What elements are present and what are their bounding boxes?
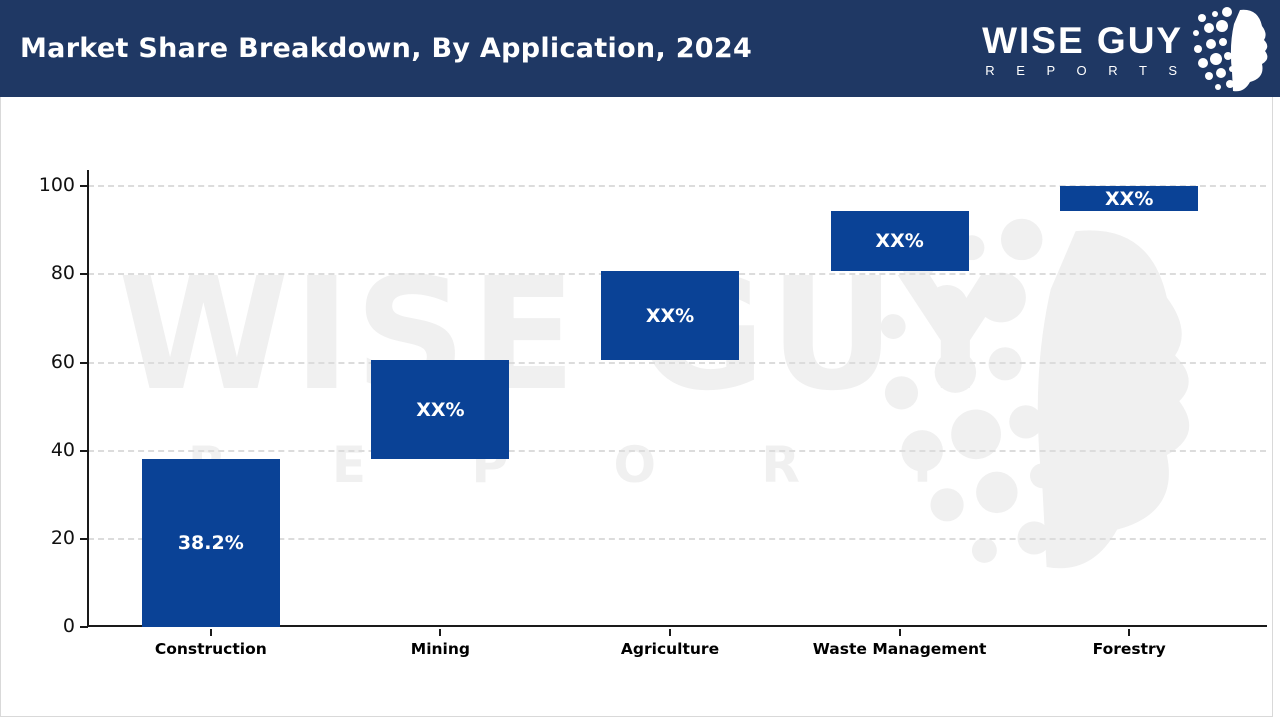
watermark-line2: R E P O R T S — [188, 436, 1125, 494]
bar-construction: 38.2% — [141, 458, 280, 627]
bar-agriculture: XX% — [601, 271, 739, 361]
y-tick-40 — [80, 449, 88, 452]
gridline-20 — [88, 537, 1266, 540]
bar-forestry: XX% — [1060, 186, 1199, 212]
y-tick-label-60: 60 — [50, 350, 75, 373]
logo-head-icon — [1193, 7, 1268, 92]
y-tick-100 — [80, 185, 88, 188]
y-tick-label-20: 20 — [50, 526, 75, 549]
x-label-forestry: Forestry — [1092, 640, 1166, 658]
bar-label-forestry: XX% — [1105, 187, 1154, 210]
gridline-40 — [88, 449, 1266, 452]
y-tick-label-100: 100 — [38, 174, 75, 197]
y-tick-label-40: 40 — [50, 438, 75, 461]
bar-label-mining: XX% — [416, 398, 465, 421]
x-tick-mining — [439, 629, 442, 636]
page-title: Market Share Breakdown, By Application, … — [20, 33, 753, 64]
bar-label-waste-management: XX% — [875, 230, 924, 253]
wise-guy-logo: WISE GUY R E P O R T S — [979, 6, 1270, 94]
bar-label-construction: 38.2% — [177, 531, 244, 554]
x-label-waste-management: Waste Management — [812, 640, 987, 658]
y-tick-60 — [80, 361, 88, 364]
x-label-construction: Construction — [154, 640, 267, 658]
y-tick-20 — [80, 537, 88, 540]
logo-name: WISE GUY — [982, 20, 1184, 62]
x-axis-line — [87, 625, 1267, 627]
page-border-right — [1272, 97, 1273, 717]
gridline-100 — [88, 185, 1266, 188]
y-tick-80 — [80, 273, 88, 276]
y-tick-label-80: 80 — [50, 262, 75, 285]
bar-waste-management: XX% — [830, 211, 969, 272]
logo-tagline: R E P O R T S — [985, 62, 1186, 78]
waterfall-chart: WISE GUY R E P O R T S 0 20 40 60 80 100 Const… — [0, 97, 1280, 717]
header: Market Share Breakdown, By Application, … — [0, 0, 1280, 97]
x-label-agriculture: Agriculture — [620, 640, 720, 658]
y-axis-line — [87, 170, 89, 627]
bar-mining: XX% — [371, 360, 510, 459]
x-tick-agriculture — [669, 629, 671, 636]
page-border-bottom — [0, 716, 1273, 717]
x-tick-forestry — [1128, 629, 1131, 636]
gridline-60 — [88, 361, 1266, 364]
x-tick-waste-management — [898, 629, 901, 636]
bar-label-agriculture: XX% — [645, 304, 695, 327]
y-tick-0 — [80, 626, 88, 628]
page-border-left — [0, 97, 1, 717]
y-tick-label-0: 0 — [62, 615, 75, 637]
x-label-mining: Mining — [410, 640, 470, 658]
x-tick-construction — [209, 629, 212, 636]
